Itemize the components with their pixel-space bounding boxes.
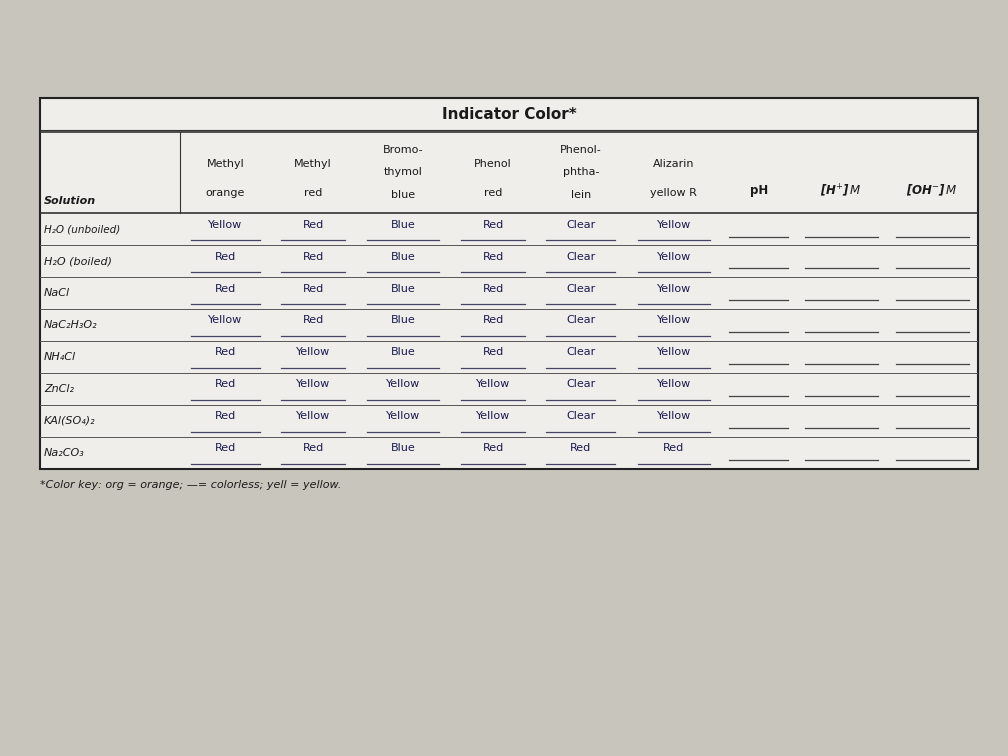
Text: Alizarin: Alizarin — [653, 160, 695, 169]
Text: Bromo-: Bromo- — [383, 144, 423, 154]
Text: Solution: Solution — [44, 196, 96, 206]
Text: Red: Red — [215, 380, 236, 389]
Text: Clear: Clear — [566, 284, 596, 293]
Text: yellow R: yellow R — [650, 187, 698, 198]
Text: [OH$^{-}$]$\,M$: [OH$^{-}$]$\,M$ — [906, 183, 959, 199]
Text: blue: blue — [391, 191, 415, 200]
Text: phtha-: phtha- — [562, 167, 599, 178]
Text: Clear: Clear — [566, 348, 596, 358]
Text: Red: Red — [302, 220, 324, 230]
Text: Red: Red — [483, 284, 504, 293]
Text: ZnCl₂: ZnCl₂ — [44, 384, 74, 394]
Text: Yellow: Yellow — [657, 220, 691, 230]
Text: Yellow: Yellow — [386, 380, 420, 389]
Text: Blue: Blue — [391, 315, 415, 326]
Text: red: red — [484, 187, 502, 198]
Text: Yellow: Yellow — [657, 315, 691, 326]
Text: Red: Red — [302, 252, 324, 262]
Text: *Color key: org = orange; —= colorless; yell = yellow.: *Color key: org = orange; —= colorless; … — [40, 480, 342, 490]
Text: Yellow: Yellow — [657, 252, 691, 262]
Text: Clear: Clear — [566, 315, 596, 326]
Text: Yellow: Yellow — [296, 411, 331, 421]
Text: H₂O (boiled): H₂O (boiled) — [44, 256, 112, 266]
Text: lein: lein — [571, 191, 591, 200]
Text: Red: Red — [215, 411, 236, 421]
Text: Red: Red — [483, 315, 504, 326]
Text: Methyl: Methyl — [294, 160, 332, 169]
Text: [H$^{+}$]$\,M$: [H$^{+}$]$\,M$ — [821, 183, 862, 199]
Text: Phenol: Phenol — [474, 160, 512, 169]
Text: Yellow: Yellow — [657, 284, 691, 293]
Text: Indicator Color*: Indicator Color* — [442, 107, 577, 122]
Text: Yellow: Yellow — [476, 411, 510, 421]
Text: Blue: Blue — [391, 220, 415, 230]
Text: Red: Red — [215, 284, 236, 293]
Text: pH: pH — [750, 184, 768, 197]
Text: Clear: Clear — [566, 411, 596, 421]
Text: Red: Red — [215, 252, 236, 262]
Text: Red: Red — [302, 443, 324, 454]
Text: Red: Red — [215, 443, 236, 454]
Text: Red: Red — [571, 443, 592, 454]
Text: Clear: Clear — [566, 220, 596, 230]
Text: thymol: thymol — [384, 167, 422, 178]
Text: NaC₂H₃O₂: NaC₂H₃O₂ — [44, 320, 98, 330]
Text: Methyl: Methyl — [207, 160, 244, 169]
Text: Red: Red — [215, 348, 236, 358]
Text: Clear: Clear — [566, 380, 596, 389]
Text: Yellow: Yellow — [657, 348, 691, 358]
Text: Red: Red — [483, 443, 504, 454]
Text: red: red — [304, 187, 323, 198]
Text: Yellow: Yellow — [296, 380, 331, 389]
Text: Yellow: Yellow — [209, 315, 243, 326]
Text: Blue: Blue — [391, 443, 415, 454]
Text: Blue: Blue — [391, 348, 415, 358]
Text: Red: Red — [483, 348, 504, 358]
Text: Red: Red — [663, 443, 684, 454]
Text: Red: Red — [302, 315, 324, 326]
Text: Yellow: Yellow — [657, 380, 691, 389]
Text: Yellow: Yellow — [209, 220, 243, 230]
Text: Red: Red — [302, 284, 324, 293]
Text: Phenol-: Phenol- — [560, 144, 602, 154]
Text: Yellow: Yellow — [476, 380, 510, 389]
Text: Blue: Blue — [391, 252, 415, 262]
Text: Clear: Clear — [566, 252, 596, 262]
Text: Red: Red — [483, 252, 504, 262]
Text: H₂O (unboiled): H₂O (unboiled) — [44, 224, 120, 234]
Text: Yellow: Yellow — [296, 348, 331, 358]
Text: orange: orange — [206, 187, 245, 198]
Text: KAl(SO₄)₂: KAl(SO₄)₂ — [44, 416, 96, 426]
Text: Red: Red — [483, 220, 504, 230]
Text: NaCl: NaCl — [44, 288, 71, 298]
Text: Yellow: Yellow — [386, 411, 420, 421]
Text: NH₄Cl: NH₄Cl — [44, 352, 77, 362]
Text: Blue: Blue — [391, 284, 415, 293]
Text: Yellow: Yellow — [657, 411, 691, 421]
Text: Na₂CO₃: Na₂CO₃ — [44, 448, 85, 457]
